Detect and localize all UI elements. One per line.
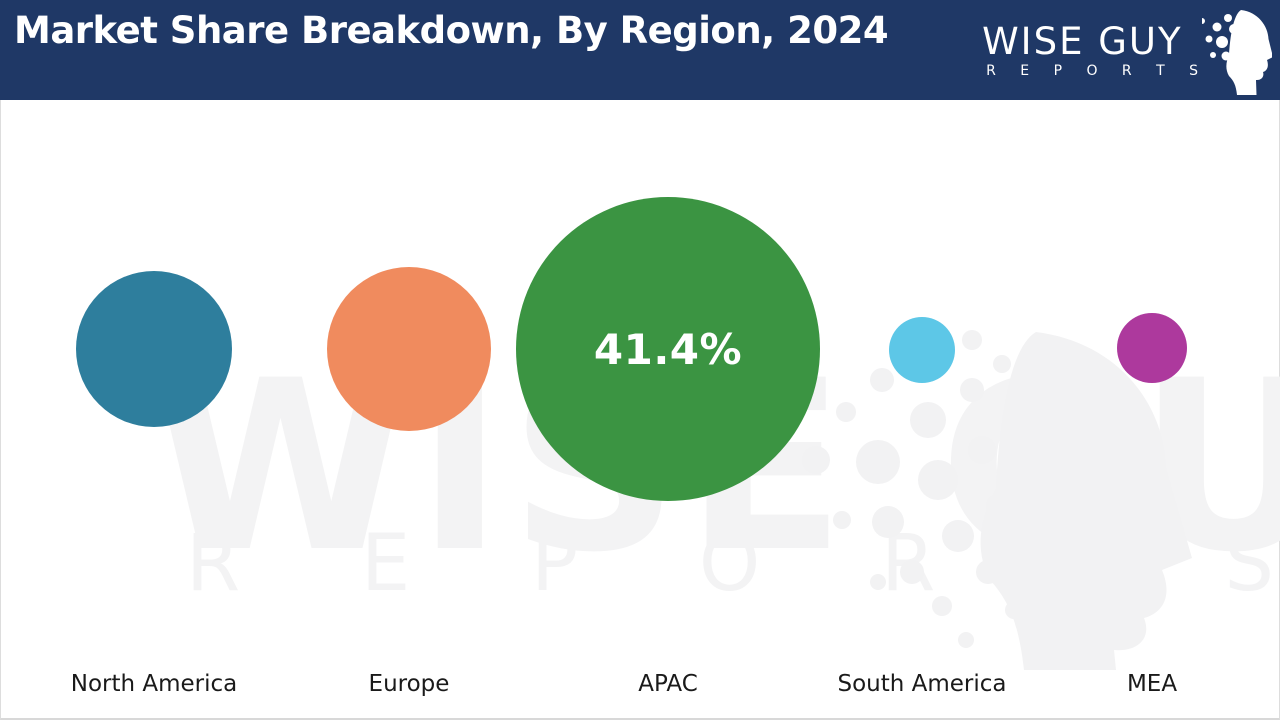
bubble-apac: 41.4% (516, 197, 820, 501)
logo-wordmark: WISE GUY (982, 20, 1183, 63)
bubble-north-america (76, 271, 232, 427)
header-bar: Market Share Breakdown, By Region, 2024 … (0, 0, 1280, 100)
wise-guy-logo: WISE GUY R E P O R T S (982, 6, 1272, 96)
bubble-value-label-apac: 41.4% (593, 324, 743, 374)
logo-subtext: R E P O R T S (986, 63, 1208, 79)
watermark-head-icon (802, 330, 1192, 670)
bubble-south-america (889, 317, 955, 383)
page-title: Market Share Breakdown, By Region, 2024 (14, 9, 889, 52)
bubble-mea (1117, 313, 1187, 383)
logo-head-icon (1202, 10, 1272, 95)
bubble-europe (327, 267, 491, 431)
